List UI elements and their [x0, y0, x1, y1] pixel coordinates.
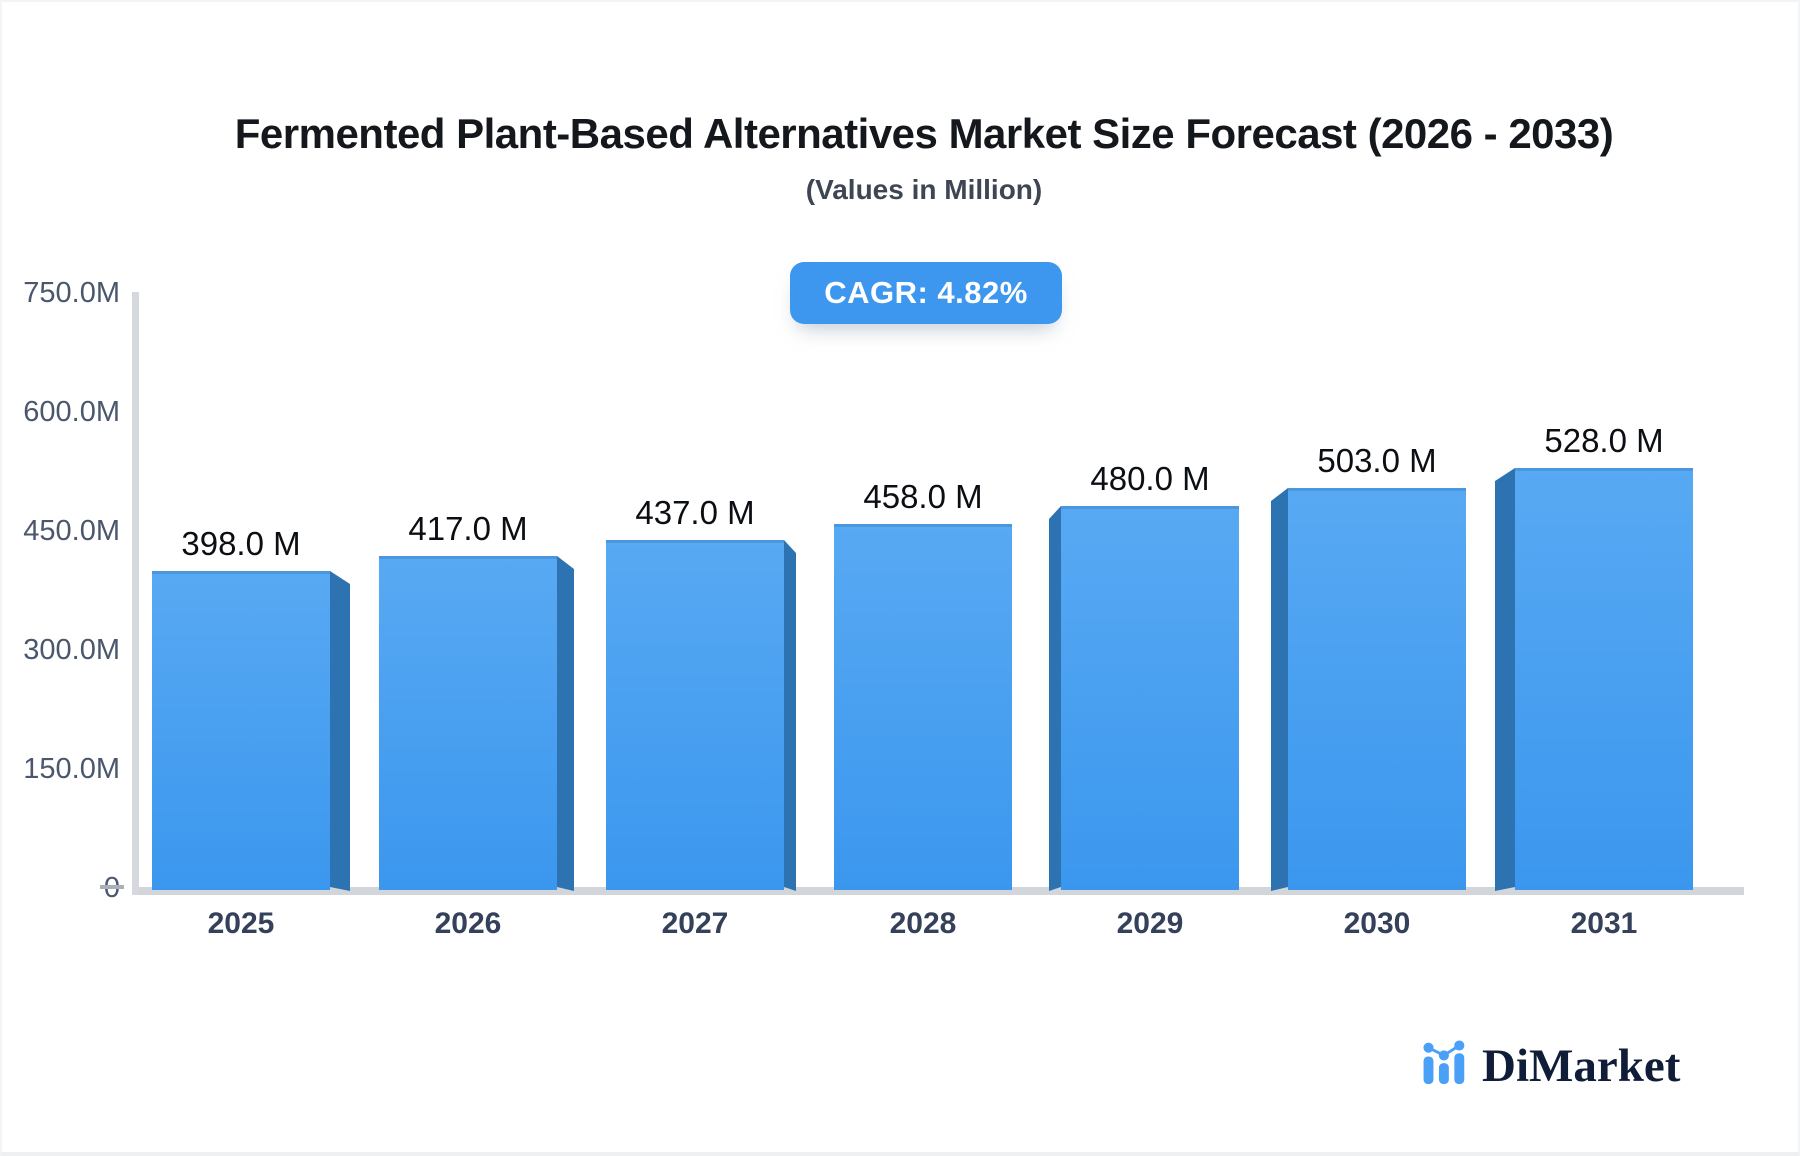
zero-tick-dash	[100, 885, 124, 889]
bar-top-edge-2029	[1061, 506, 1239, 509]
bar-top-edge-2025	[152, 571, 330, 574]
y-tick-label: 450.0M	[23, 515, 120, 547]
bar-value-label-2025: 398.0 M	[181, 525, 300, 562]
y-axis-line	[132, 292, 139, 895]
x-axis-label-2026: 2026	[435, 907, 502, 940]
x-axis-label-2028: 2028	[890, 907, 957, 940]
bar-top-edge-2031	[1515, 468, 1693, 471]
bar-2027	[606, 540, 784, 890]
bar-value-label-2029: 480.0 M	[1090, 460, 1209, 497]
bar-top-edge-2030	[1288, 488, 1466, 491]
bar-top-edge-2026	[379, 556, 557, 559]
chart-title: Fermented Plant-Based Alternatives Marke…	[234, 110, 1614, 157]
bar-value-label-2027: 437.0 M	[635, 494, 754, 531]
bar-2026	[379, 556, 557, 890]
x-axis-label-2030: 2030	[1344, 907, 1411, 940]
bar-side-2031	[1495, 468, 1515, 891]
bar-2028	[834, 524, 1012, 890]
brand-logo: DiMarket	[1423, 1040, 1680, 1090]
x-axis-line	[132, 887, 1744, 895]
bar-value-label-2026: 417.0 M	[408, 510, 527, 547]
bar-side-2029	[1049, 506, 1061, 891]
chart-subtitle: (Values in Million)	[805, 174, 1043, 205]
y-tick-label: 750.0M	[23, 277, 120, 309]
x-axis-label-2025: 2025	[208, 907, 275, 940]
brand-logo-text: DiMarket	[1482, 1040, 1681, 1092]
x-axis-label-2029: 2029	[1117, 907, 1184, 940]
bar-side-2027	[784, 540, 796, 891]
bar-side-2030	[1271, 488, 1288, 891]
y-tick-label: 600.0M	[23, 396, 120, 428]
cagr-badge: CAGR: 4.82%	[790, 262, 1062, 324]
bar-top-edge-2027	[606, 540, 784, 543]
x-axis-label-2027: 2027	[662, 907, 729, 940]
bar-value-label-2031: 528.0 M	[1544, 422, 1663, 459]
brand-logo-icon	[1423, 1040, 1465, 1084]
bar-2030	[1288, 488, 1466, 890]
x-axis-label-2031: 2031	[1571, 907, 1638, 940]
bar-top-edge-2028	[834, 524, 1012, 527]
y-tick-label: 300.0M	[23, 634, 120, 666]
bar-value-label-2030: 503.0 M	[1317, 442, 1436, 479]
bar-2031	[1515, 468, 1693, 890]
bar-side-2026	[557, 556, 574, 891]
y-tick-label: 150.0M	[23, 753, 120, 785]
bar-value-label-2028: 458.0 M	[863, 478, 982, 515]
cagr-badge-label: CAGR: 4.82%	[824, 275, 1028, 310]
bar-2025	[152, 571, 330, 890]
bar-side-2025	[330, 571, 350, 891]
bar-2029	[1061, 506, 1239, 890]
